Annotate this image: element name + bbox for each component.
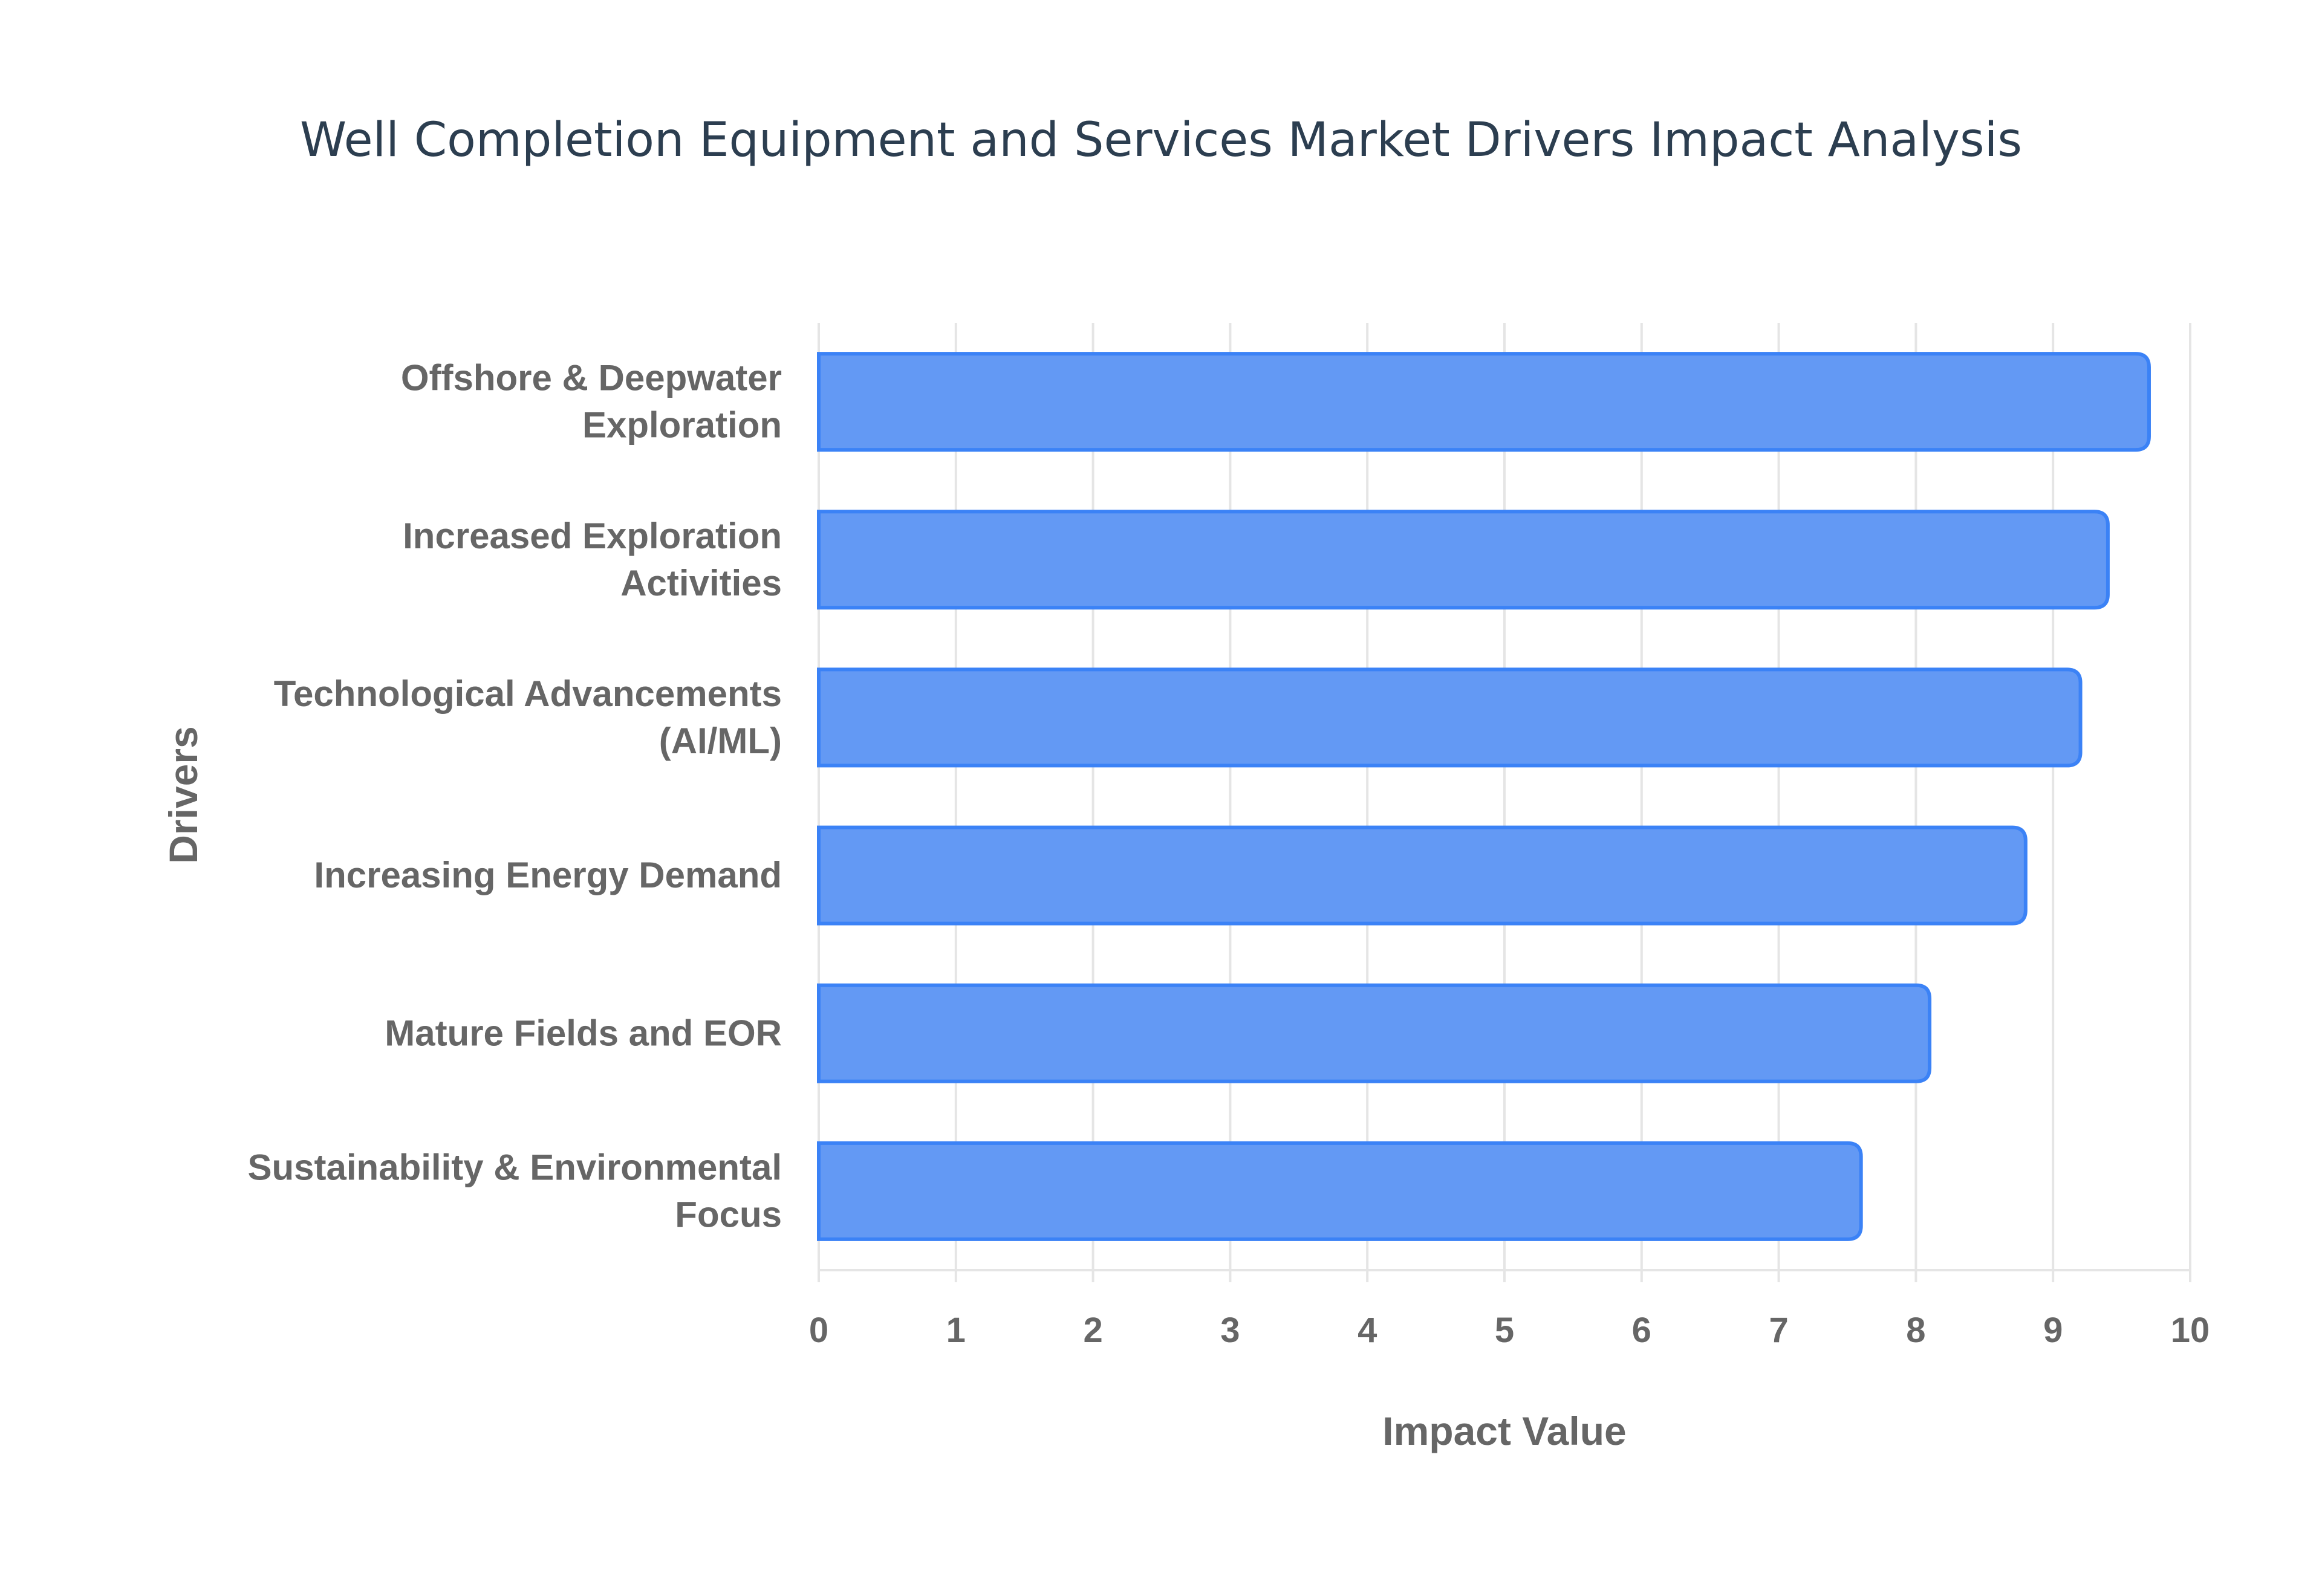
y-category-label: Technological Advancements (AI/ML) [274,673,782,761]
y-category-label-line: Offshore & Deepwater [401,358,782,398]
chart-title: Well Completion Equipment and Services M… [300,113,2022,167]
bar[interactable] [817,983,1932,1083]
y-category-label: Increasing Energy Demand [314,855,782,895]
x-tick-label: 10 [2171,1311,2210,1350]
x-tick-label: 1 [946,1311,966,1350]
x-tick-label: 6 [1632,1311,1651,1350]
y-category-label-line: Increased Exploration [403,516,782,556]
x-tick-label: 3 [1220,1311,1240,1350]
bar[interactable] [817,1141,1863,1241]
x-tick-label: 8 [1906,1311,1925,1350]
bar[interactable] [817,667,2083,768]
y-category-label-line: Exploration [582,405,782,446]
x-tick-label: 0 [809,1311,828,1350]
bar[interactable] [817,510,2110,610]
y-category-label-line: Focus [675,1194,782,1234]
y-category-label: Mature Fields and EOR [385,1013,782,1053]
x-tick-label: 2 [1083,1311,1102,1350]
y-category-label: Increased Exploration Activities [403,516,782,603]
y-category-label-line: Activities [620,563,782,603]
y-axis-title: Drivers [161,726,206,864]
x-ticks: 0 1 2 3 4 5 6 7 8 9 10 [809,1311,2210,1350]
bar[interactable] [817,825,2028,926]
y-category-label: Offshore & Deepwater Exploration [401,358,782,446]
grid [818,323,2191,1282]
x-tick-label: 9 [2043,1311,2063,1350]
bars [817,352,2151,1241]
x-tick-label: 4 [1358,1311,1377,1350]
y-category-label-line: (AI/ML) [659,721,782,761]
x-axis-title: Impact Value [1382,1409,1627,1453]
y-category-label-line: Technological Advancements [274,673,782,714]
bar[interactable] [817,352,2151,452]
x-tick-label: 5 [1495,1311,1514,1350]
y-category-label-line: Sustainability & Environmental [247,1147,782,1187]
y-category-label-line: Mature Fields and EOR [385,1013,782,1053]
y-category-label-line: Increasing Energy Demand [314,855,782,895]
y-category-labels: Offshore & Deepwater Exploration Increased… [247,358,782,1235]
x-tick-label: 7 [1769,1311,1788,1350]
y-category-label: Sustainability & Environmental Focus [247,1147,782,1234]
